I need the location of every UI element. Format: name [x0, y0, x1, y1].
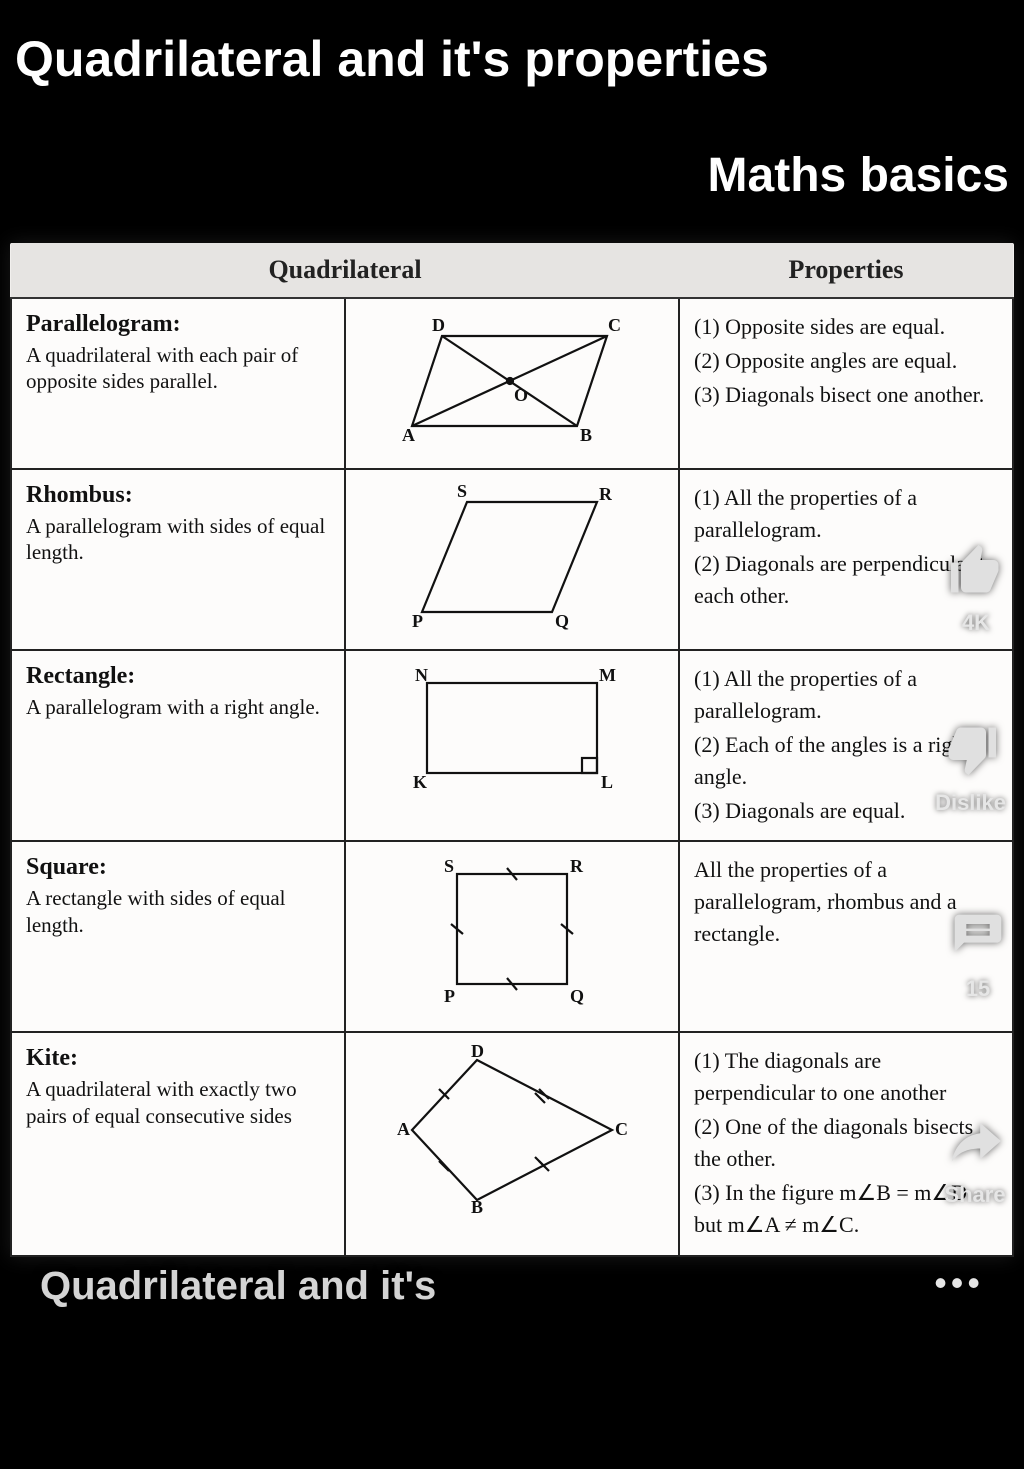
quadrilateral-table: Quadrilateral Properties Parallelogram: …	[10, 243, 1014, 1257]
rectangle-figure: N M K L	[407, 663, 617, 793]
svg-text:D: D	[471, 1045, 484, 1061]
square-figure: S R P Q	[432, 854, 592, 1014]
svg-text:P: P	[412, 611, 423, 631]
svg-text:P: P	[444, 986, 455, 1006]
property-item: (1) The diagonals are perpendicular to o…	[694, 1045, 998, 1109]
parallelogram-figure: D C A B O	[402, 311, 622, 451]
col-header-quadrilateral: Quadrilateral	[11, 243, 679, 298]
more-button[interactable]: •••	[934, 1262, 984, 1304]
dislike-button[interactable]: Dislike	[935, 720, 1006, 816]
comment-count: 15	[950, 976, 1006, 1002]
shape-name: Parallelogram:	[26, 311, 330, 338]
shape-def: A parallelogram with sides of equal leng…	[26, 514, 325, 564]
rhombus-figure: S R P Q	[412, 482, 612, 632]
thumbs-down-icon	[941, 720, 1001, 780]
share-icon	[944, 1110, 1006, 1172]
like-button[interactable]: 4K	[946, 540, 1006, 636]
svg-text:B: B	[471, 1197, 483, 1215]
comment-button[interactable]: 15	[950, 910, 1006, 1002]
page-subtitle: Maths basics	[15, 148, 1009, 203]
svg-text:K: K	[413, 772, 427, 792]
shape-name: Rhombus:	[26, 482, 330, 509]
table-row: Kite: A quadrilateral with exactly two p…	[11, 1032, 1013, 1255]
like-count: 4K	[946, 610, 1006, 636]
svg-text:R: R	[599, 484, 612, 504]
shape-def: A parallelogram with a right angle.	[26, 695, 320, 719]
svg-text:N: N	[415, 665, 428, 685]
table-row: Parallelogram: A quadrilateral with each…	[11, 298, 1013, 469]
dislike-label: Dislike	[935, 790, 1006, 816]
shape-def: A quadrilateral with exactly two pairs o…	[26, 1077, 297, 1127]
svg-text:S: S	[444, 856, 454, 876]
svg-text:C: C	[615, 1119, 627, 1139]
property-item: (2) Opposite angles are equal.	[694, 345, 998, 377]
property-item: (1) All the properties of a parallelogra…	[694, 482, 998, 546]
video-caption: Quadrilateral and it's	[40, 1264, 436, 1309]
svg-text:B: B	[580, 425, 592, 445]
svg-text:D: D	[432, 315, 445, 335]
table-row: Rectangle: A parallelogram with a right …	[11, 650, 1013, 841]
svg-text:L: L	[601, 772, 613, 792]
table-row: Square: A rectangle with sides of equal …	[11, 841, 1013, 1032]
share-button[interactable]: Share	[944, 1110, 1006, 1208]
svg-text:A: A	[402, 425, 415, 445]
svg-text:C: C	[608, 315, 621, 335]
table-sheet: Quadrilateral Properties Parallelogram: …	[10, 243, 1014, 1257]
shape-name: Rectangle:	[26, 663, 330, 690]
property-item: (3) Diagonals bisect one another.	[694, 379, 998, 411]
shape-def: A rectangle with sides of equal length.	[26, 886, 286, 936]
property-item: (1) Opposite sides are equal.	[694, 311, 998, 343]
property-item: (1) All the properties of a parallelogra…	[694, 663, 998, 727]
page-title: Quadrilateral and it's properties	[15, 30, 1009, 88]
table-row: Rhombus: A parallelogram with sides of e…	[11, 469, 1013, 650]
svg-text:M: M	[599, 665, 616, 685]
shape-def: A quadrilateral with each pair of opposi…	[26, 343, 298, 393]
thumbs-up-icon	[946, 540, 1006, 600]
svg-text:S: S	[457, 482, 467, 501]
svg-text:Q: Q	[570, 986, 584, 1006]
shape-name: Square:	[26, 854, 330, 881]
svg-text:O: O	[514, 385, 528, 405]
comment-icon	[950, 910, 1006, 966]
shape-name: Kite:	[26, 1045, 330, 1072]
svg-text:A: A	[397, 1119, 410, 1139]
kite-figure: D A C B	[397, 1045, 627, 1215]
share-label: Share	[944, 1182, 1006, 1208]
properties-list: (1) Opposite sides are equal. (2) Opposi…	[694, 311, 998, 411]
col-header-properties: Properties	[679, 243, 1013, 298]
svg-text:Q: Q	[555, 611, 569, 631]
svg-text:R: R	[570, 856, 584, 876]
